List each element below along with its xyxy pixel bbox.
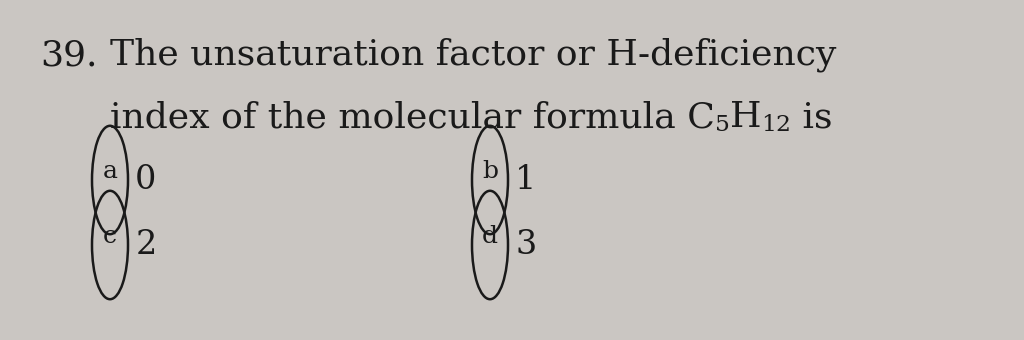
Text: 3: 3	[515, 229, 537, 261]
Text: index of the molecular formula C: index of the molecular formula C	[110, 100, 715, 134]
Text: 0: 0	[135, 164, 157, 196]
Text: is: is	[792, 100, 833, 134]
Text: 1: 1	[515, 164, 537, 196]
Text: The unsaturation factor or H-deficiency: The unsaturation factor or H-deficiency	[110, 38, 837, 72]
Text: 39.: 39.	[40, 38, 97, 72]
Text: 2: 2	[135, 229, 157, 261]
Text: a: a	[102, 160, 118, 183]
Text: 12: 12	[762, 114, 792, 136]
Text: c: c	[103, 225, 117, 248]
Text: H: H	[730, 100, 762, 134]
Text: b: b	[482, 160, 498, 183]
Text: 5: 5	[715, 114, 730, 136]
Text: d: d	[482, 225, 498, 248]
